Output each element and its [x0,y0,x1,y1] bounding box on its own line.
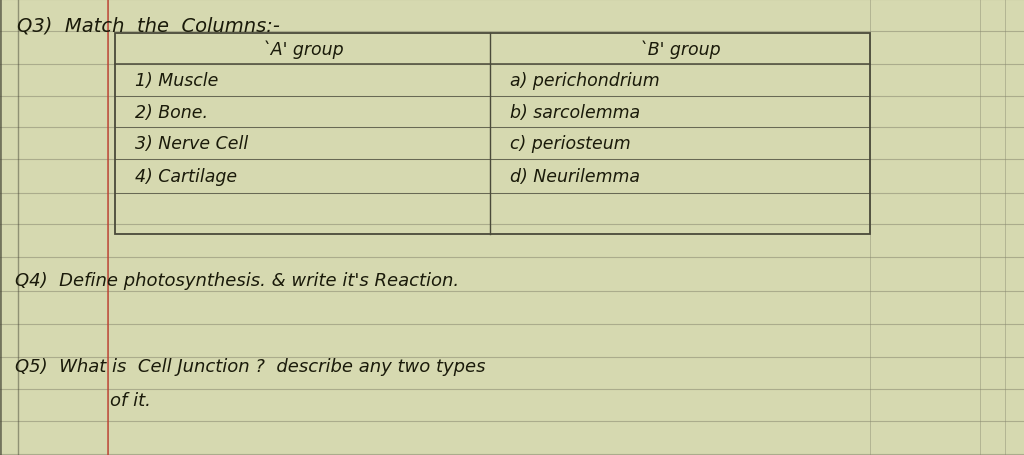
Text: 4) Cartilage: 4) Cartilage [135,167,238,186]
Text: d) Neurilemma: d) Neurilemma [510,167,640,186]
Text: Q5)  What is  Cell Junction ?  describe any two types: Q5) What is Cell Junction ? describe any… [15,357,485,375]
Bar [115,34,870,234]
Text: a) perichondrium: a) perichondrium [510,72,659,90]
Text: 2) Bone.: 2) Bone. [135,103,208,121]
Text: 3) Nerve Cell: 3) Nerve Cell [135,135,248,153]
Text: of it.: of it. [110,391,151,409]
Text: Q3)  Match  the  Columns:-: Q3) Match the Columns:- [17,16,280,35]
Text: Q4)  Define photosynthesis. & write it's Reaction.: Q4) Define photosynthesis. & write it's … [15,271,459,289]
Text: `A' group: `A' group [262,40,343,59]
Text: b) sarcolemma: b) sarcolemma [510,103,640,121]
Text: 1) Muscle: 1) Muscle [135,72,218,90]
Text: c) periosteum: c) periosteum [510,135,631,153]
Text: `B' group: `B' group [639,40,721,59]
